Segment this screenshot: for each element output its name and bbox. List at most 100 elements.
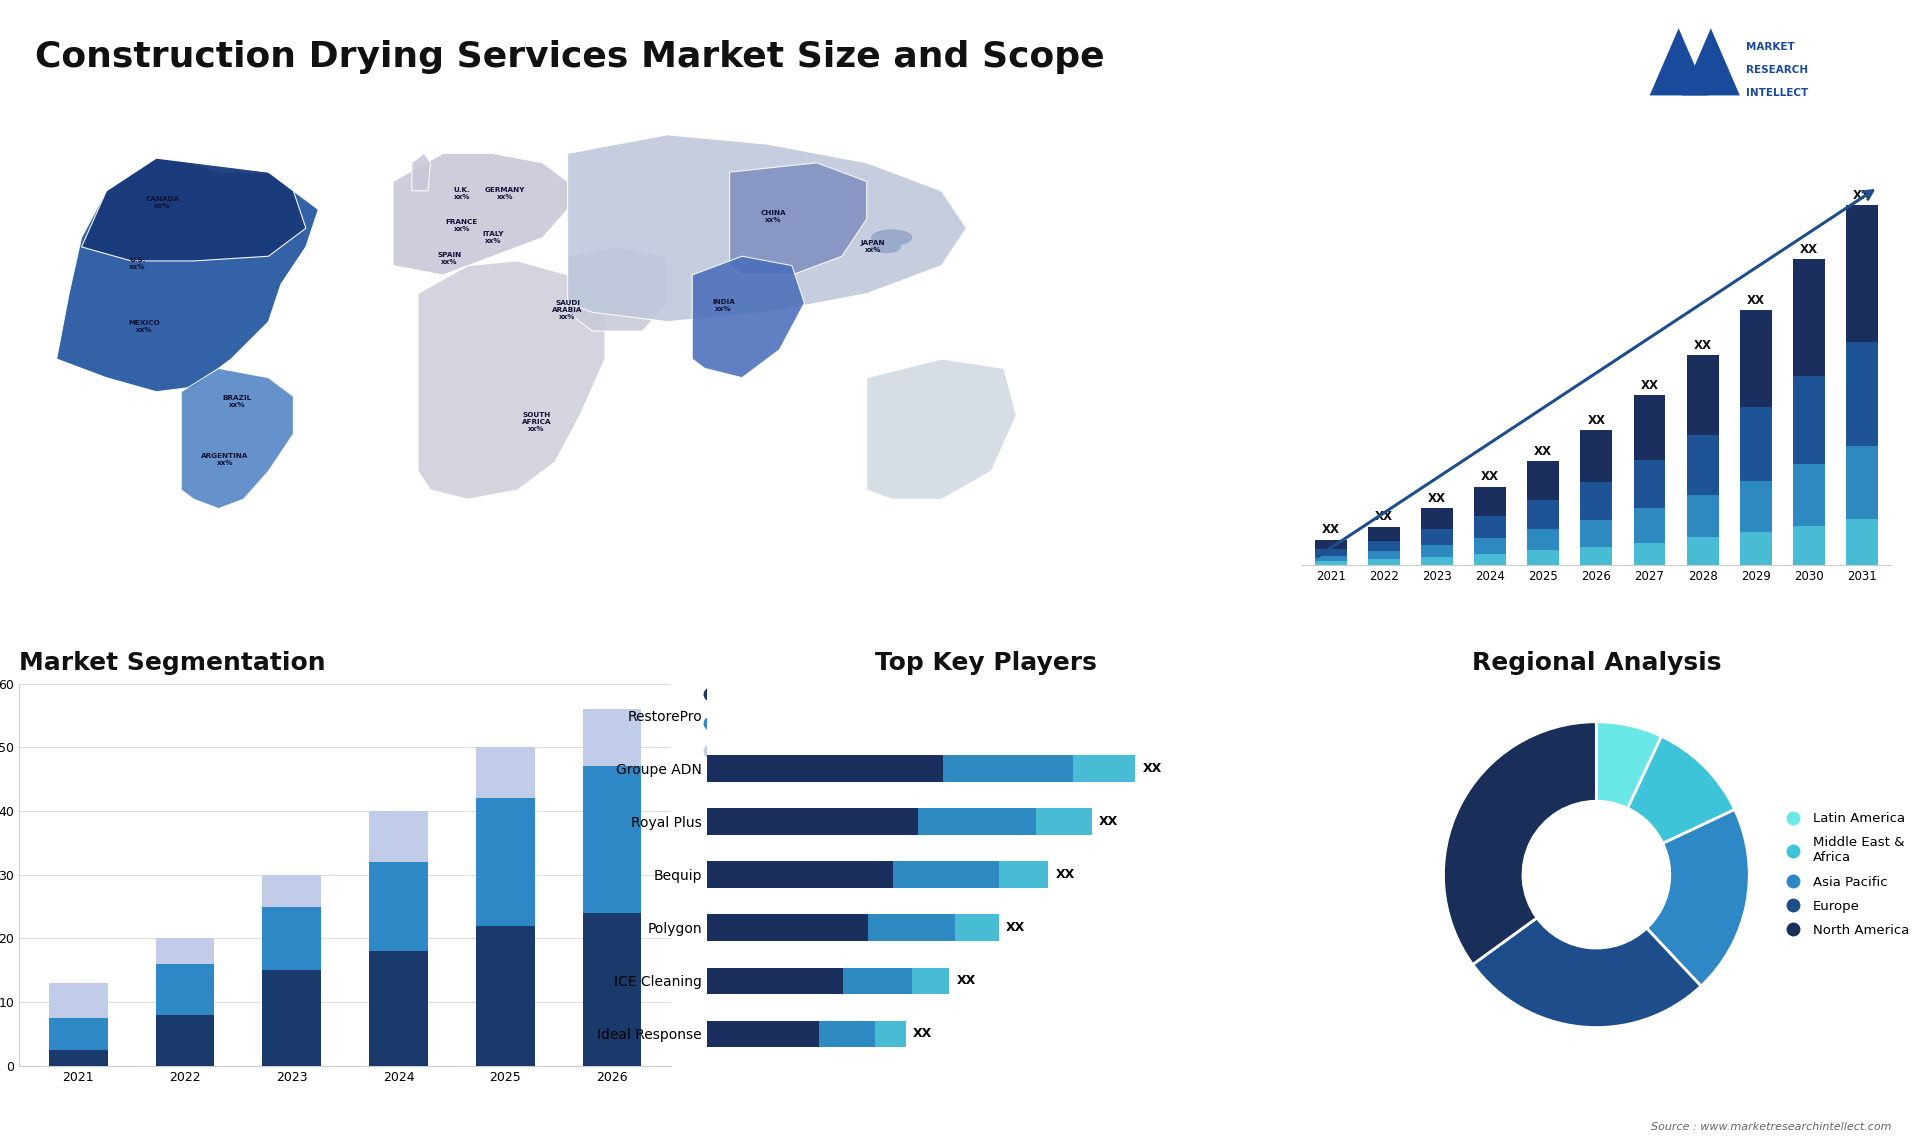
Wedge shape — [1647, 809, 1749, 986]
Text: XX: XX — [1428, 492, 1446, 504]
Bar — [263, 971, 321, 1066]
Text: ITALY
xx%: ITALY xx% — [482, 231, 503, 244]
Bar — [1367, 541, 1400, 551]
Bar — [1315, 540, 1346, 549]
Bar — [868, 915, 956, 941]
Bar — [1315, 556, 1346, 562]
Text: INTELLECT: INTELLECT — [1747, 88, 1809, 97]
Bar — [1740, 480, 1772, 532]
Text: XX: XX — [1693, 339, 1711, 352]
Bar — [1073, 755, 1135, 782]
Text: XX: XX — [1098, 815, 1119, 829]
Bar — [1740, 311, 1772, 408]
Bar — [1367, 527, 1400, 541]
Text: XX: XX — [1534, 445, 1551, 457]
Bar — [156, 964, 215, 1015]
Circle shape — [872, 230, 912, 245]
PathPatch shape — [693, 257, 804, 378]
Bar — [369, 811, 428, 862]
Bar — [1421, 545, 1453, 557]
Bar — [1686, 434, 1718, 495]
Bar — [1315, 562, 1346, 565]
Bar — [156, 939, 215, 964]
Bar — [707, 967, 843, 994]
Bar — [818, 1021, 874, 1047]
Bar — [369, 862, 428, 951]
Text: XX: XX — [1799, 243, 1818, 256]
Bar — [1793, 259, 1824, 376]
Bar — [1580, 431, 1613, 481]
Bar — [1037, 808, 1092, 834]
Bar — [156, 1015, 215, 1066]
Bar — [1475, 539, 1505, 554]
Text: INDIA
xx%: INDIA xx% — [712, 299, 735, 312]
Text: SAUDI
ARABIA
xx%: SAUDI ARABIA xx% — [553, 300, 584, 320]
Bar — [707, 808, 918, 834]
Bar — [1580, 481, 1613, 519]
PathPatch shape — [568, 246, 668, 331]
Bar — [1421, 508, 1453, 529]
Text: MEXICO
xx%: MEXICO xx% — [129, 320, 159, 332]
Bar — [1526, 550, 1559, 565]
Bar — [1793, 526, 1824, 565]
Bar — [1686, 495, 1718, 537]
Title: Top Key Players: Top Key Players — [876, 651, 1096, 675]
Text: U.K.
xx%: U.K. xx% — [453, 187, 470, 199]
Bar — [48, 1018, 108, 1050]
Bar — [1526, 529, 1559, 550]
Text: CANADA
xx%: CANADA xx% — [146, 196, 180, 209]
Circle shape — [870, 242, 900, 252]
Bar — [707, 915, 868, 941]
Text: U.S.
xx%: U.S. xx% — [129, 257, 146, 269]
Text: XX: XX — [914, 1028, 933, 1041]
Text: MARKET: MARKET — [1747, 42, 1795, 52]
Text: XX: XX — [1640, 378, 1659, 392]
Bar — [1421, 529, 1453, 545]
Bar — [1421, 557, 1453, 565]
Wedge shape — [1596, 722, 1661, 808]
Bar — [1634, 508, 1665, 542]
Legend: Type, Application, Geography: Type, Application, Geography — [691, 683, 818, 763]
Text: SOUTH
AFRICA
xx%: SOUTH AFRICA xx% — [522, 413, 551, 432]
Polygon shape — [1682, 29, 1740, 95]
PathPatch shape — [730, 163, 866, 275]
Bar — [956, 915, 998, 941]
Bar — [369, 951, 428, 1066]
PathPatch shape — [411, 154, 430, 191]
Text: Market Segmentation: Market Segmentation — [19, 651, 326, 675]
Bar — [476, 747, 534, 799]
PathPatch shape — [56, 158, 319, 392]
Bar — [582, 767, 641, 913]
Bar — [1686, 355, 1718, 434]
Bar — [918, 808, 1037, 834]
Legend: Latin America, Middle East &
Africa, Asia Pacific, Europe, North America: Latin America, Middle East & Africa, Asi… — [1774, 807, 1914, 942]
Bar — [1793, 376, 1824, 464]
Text: XX: XX — [1321, 524, 1340, 536]
Text: XX: XX — [1056, 869, 1075, 881]
Bar — [1580, 519, 1613, 547]
Bar — [1845, 519, 1878, 565]
Text: ARGENTINA
xx%: ARGENTINA xx% — [202, 453, 248, 466]
Bar — [943, 755, 1073, 782]
Bar — [998, 862, 1048, 888]
Bar — [912, 967, 948, 994]
Bar — [1475, 487, 1505, 516]
Wedge shape — [1473, 918, 1701, 1028]
Bar — [263, 874, 321, 906]
Bar — [1845, 205, 1878, 343]
Bar — [1475, 516, 1505, 539]
Text: XX: XX — [1747, 293, 1764, 307]
Bar — [1845, 446, 1878, 519]
Text: BRAZIL
xx%: BRAZIL xx% — [223, 394, 252, 408]
Bar — [263, 906, 321, 971]
Bar — [1367, 559, 1400, 565]
Wedge shape — [1628, 737, 1736, 843]
Title: Regional Analysis: Regional Analysis — [1471, 651, 1720, 675]
Bar — [707, 755, 943, 782]
Bar — [843, 967, 912, 994]
Bar — [476, 799, 534, 926]
Bar — [1367, 551, 1400, 559]
Bar — [1740, 532, 1772, 565]
Wedge shape — [1444, 722, 1596, 965]
Bar — [476, 926, 534, 1066]
